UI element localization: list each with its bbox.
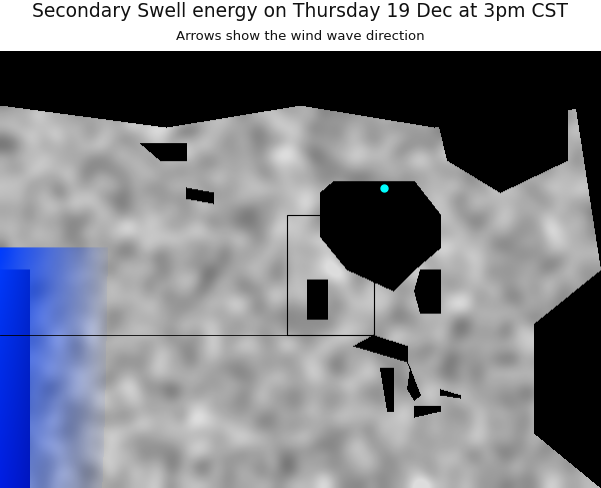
Bar (287, 215, 374, 335)
Text: Arrows show the wind wave direction: Arrows show the wind wave direction (176, 30, 425, 43)
Text: Secondary Swell energy on Thursday 19 Dec at 3pm CST: Secondary Swell energy on Thursday 19 De… (32, 2, 569, 21)
